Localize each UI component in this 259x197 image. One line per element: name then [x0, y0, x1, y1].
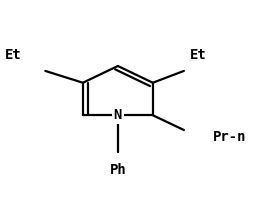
- Text: Ph: Ph: [110, 163, 126, 177]
- Text: Et: Et: [5, 48, 22, 62]
- Text: Et: Et: [190, 48, 207, 62]
- Text: N: N: [114, 108, 122, 122]
- Text: Pr-n: Pr-n: [212, 130, 246, 144]
